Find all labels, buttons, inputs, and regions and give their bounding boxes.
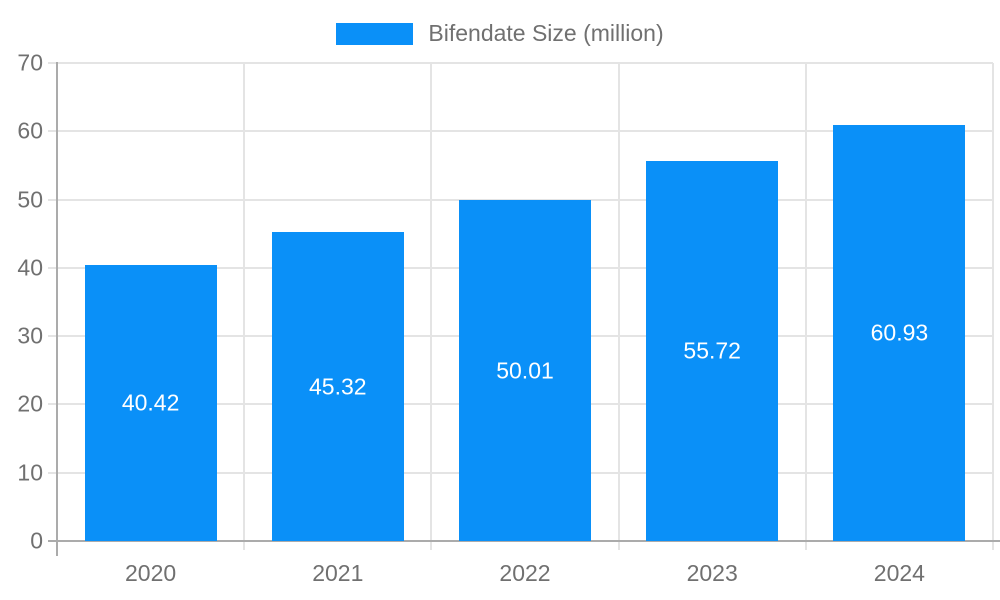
y-axis-tick-label: 70 [17,49,43,76]
y-gridline [48,62,993,64]
y-axis-line [56,62,58,556]
x-axis-tick-label: 2023 [686,560,738,586]
y-gridline [48,130,993,133]
plot-area: 0 10 20 30 40 50 60 70 40.42 2020 45.32 2021 50.01 20… [17,50,1000,586]
bar[interactable] [646,161,778,541]
y-axis-tick-label: 50 [17,186,43,213]
x-gridline [618,63,620,550]
x-gridline [430,63,432,550]
bar[interactable] [833,125,965,541]
legend-swatch-icon [336,22,414,45]
y-gridline [48,198,993,201]
bar-value-label: 45.32 [309,373,367,399]
y-axis-tick-label: 0 [30,527,43,554]
x-gridline [805,63,807,550]
x-gridline [992,63,994,550]
x-axis-tick-label: 2024 [873,560,925,586]
x-axis-tick-label: 2022 [499,560,551,586]
x-gridline [243,63,245,550]
legend-label: Bifendate Size (million) [428,20,664,46]
bar[interactable] [85,265,217,541]
x-axis-tick-label: 2020 [125,560,177,586]
bar-value-label: 55.72 [683,337,741,364]
x-axis-line [48,540,1000,542]
y-axis-tick-label: 20 [17,390,43,417]
x-axis-tick-label: 2021 [312,560,364,586]
bar-value-label: 60.93 [870,319,929,346]
legend: Bifendate Size (million) [0,20,1000,47]
legend-item[interactable]: Bifendate Size (million) [336,20,664,47]
bar-value-label: 40.42 [121,389,180,416]
bar[interactable] [459,200,591,541]
y-axis-tick-label: 40 [17,254,43,281]
bar[interactable] [272,232,404,541]
y-axis-tick-label: 30 [17,322,43,349]
y-axis-tick-label: 60 [17,117,43,144]
y-axis-tick-label: 10 [17,459,43,486]
bar-value-label: 50.01 [496,357,554,383]
